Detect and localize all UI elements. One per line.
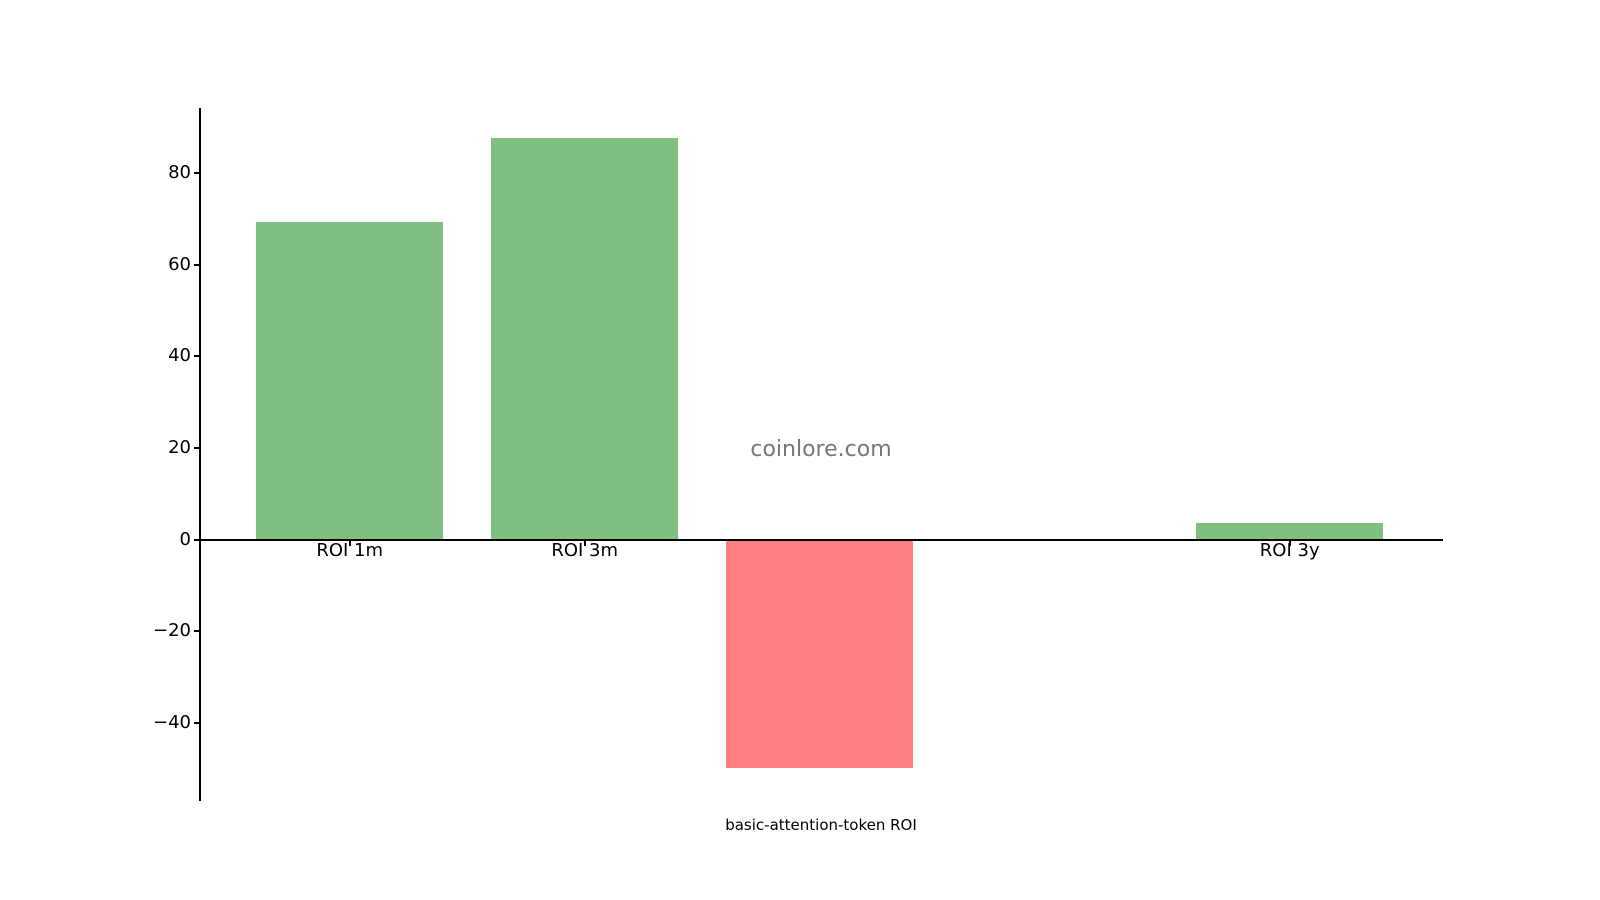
y-tick-label: −20: [153, 620, 191, 642]
y-tick-mark: [194, 171, 199, 174]
bar-roi-3y: [1196, 522, 1384, 540]
y-tick-mark: [194, 263, 199, 266]
bar-unlabeled: [726, 539, 914, 769]
x-axis-line: [199, 538, 1443, 541]
y-tick-mark: [194, 355, 199, 358]
y-tick-label: 20: [168, 437, 191, 458]
y-tick-mark: [194, 447, 199, 449]
y-tick-label: 40: [168, 345, 191, 367]
chart-title: basic-attention-token ROI: [725, 816, 917, 834]
y-tick-label: −40: [153, 712, 191, 734]
y-tick-label: 60: [168, 253, 191, 275]
x-tick-label: ROI 3m: [551, 540, 619, 561]
bar-roi-1m: [256, 221, 444, 540]
y-tick-mark: [194, 722, 199, 725]
y-tick-mark: [194, 538, 199, 541]
y-tick-label: 0: [179, 528, 191, 550]
x-tick-mark: [1288, 540, 1291, 546]
x-tick-mark: [583, 540, 586, 546]
y-tick-label: 80: [168, 161, 191, 183]
watermark-text: coinlore.com: [750, 437, 892, 462]
y-axis-line: [199, 108, 201, 801]
bar-roi-3m: [491, 138, 679, 540]
x-tick-mark: [348, 540, 351, 546]
x-tick-label: ROI 1m: [316, 540, 384, 561]
y-tick-mark: [194, 630, 199, 633]
x-tick-label: ROI 3y: [1259, 540, 1320, 561]
